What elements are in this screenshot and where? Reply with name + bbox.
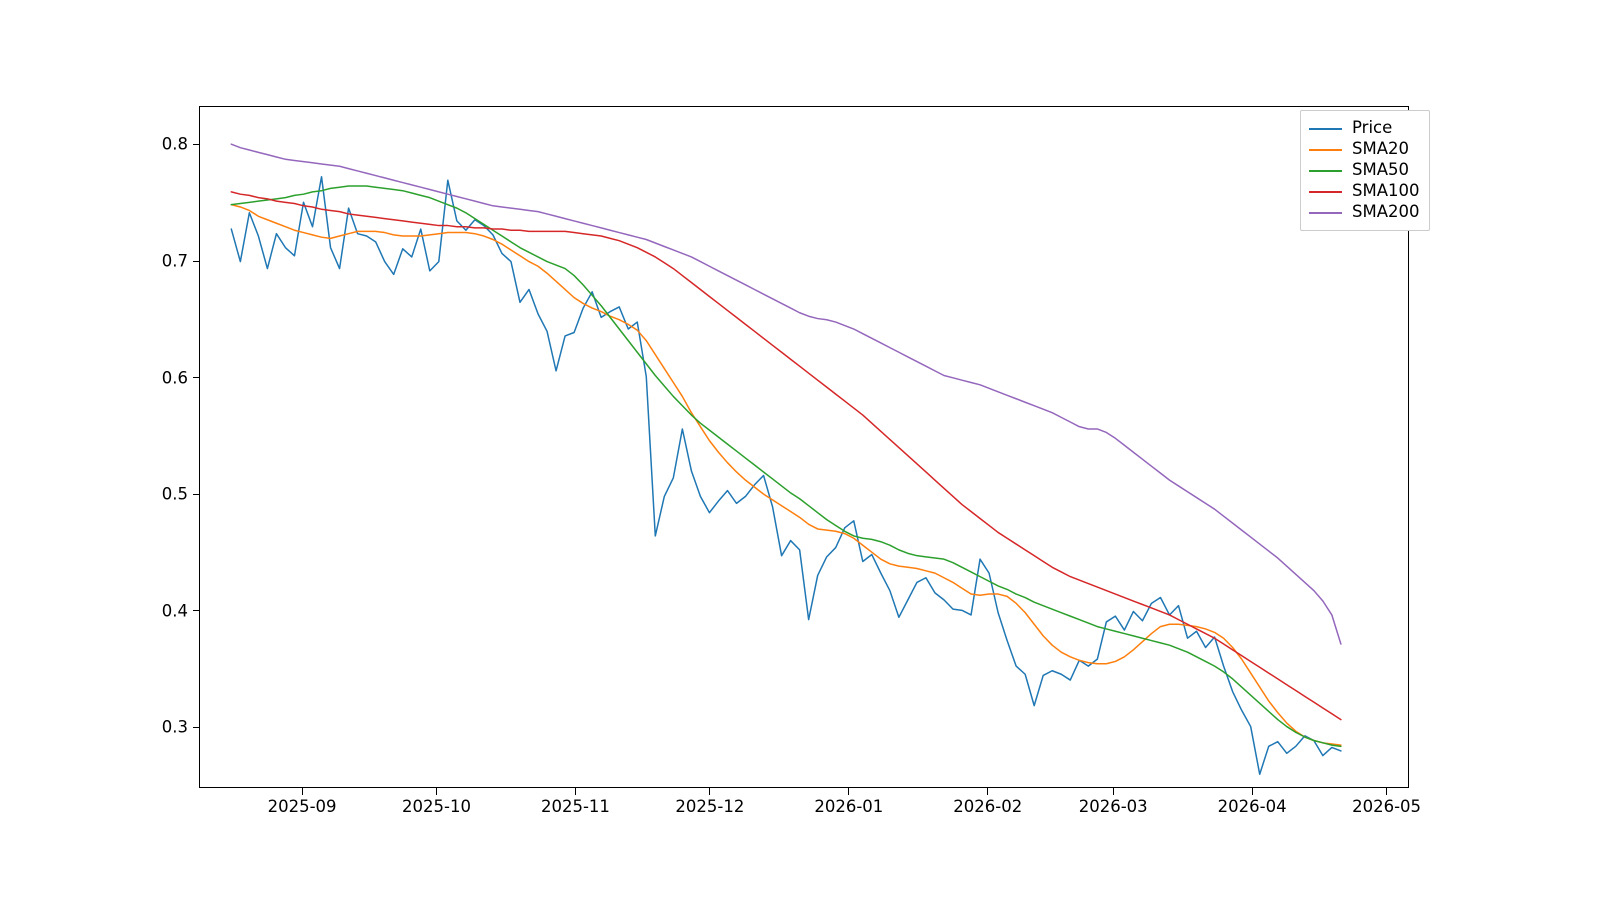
chart-legend: Price SMA20 SMA50 SMA100 SMA200 xyxy=(1300,110,1430,231)
plot-area xyxy=(199,106,1409,788)
x-axis-tick-label: 2026-03 xyxy=(1078,797,1148,816)
x-axis-tick-mark xyxy=(1386,788,1388,795)
series-line-sma20 xyxy=(231,205,1341,746)
legend-item-sma100[interactable]: SMA100 xyxy=(1309,181,1420,202)
legend-item-sma50[interactable]: SMA50 xyxy=(1309,160,1420,181)
legend-label: SMA20 xyxy=(1352,139,1409,159)
x-axis-tick-mark xyxy=(848,788,850,795)
x-axis-tick-label: 2026-04 xyxy=(1217,797,1287,816)
y-axis-tick-label: 0.4 xyxy=(161,601,188,621)
legend-swatch-sma20-icon xyxy=(1309,148,1342,151)
x-axis-tick-mark xyxy=(301,788,303,795)
legend-item-price[interactable]: Price xyxy=(1309,118,1420,139)
x-axis-tick-label: 2025-11 xyxy=(540,797,610,816)
y-axis-tick-mark xyxy=(192,143,199,146)
x-axis-tick-mark xyxy=(436,788,438,795)
x-axis-tick-mark xyxy=(574,788,577,795)
y-axis-tick-mark xyxy=(192,260,199,262)
y-axis-tick-label: 0.7 xyxy=(161,251,188,271)
x-axis-tick-mark xyxy=(709,788,711,795)
x-axis-tick-mark xyxy=(1112,788,1114,795)
y-axis-tick-label: 0.6 xyxy=(161,368,188,388)
series-line-sma200 xyxy=(231,144,1341,644)
y-axis-tick-label: 0.8 xyxy=(161,134,188,154)
legend-label: SMA50 xyxy=(1352,160,1409,180)
legend-label: SMA200 xyxy=(1352,202,1420,222)
y-axis-tick-mark xyxy=(192,493,199,495)
series-line-price xyxy=(231,177,1341,774)
y-axis-tick-mark xyxy=(192,377,199,379)
y-axis-tick-mark xyxy=(192,726,199,728)
y-axis-tick-label: 0.3 xyxy=(161,717,188,737)
legend-item-sma200[interactable]: SMA200 xyxy=(1309,202,1420,223)
legend-swatch-sma100-icon xyxy=(1309,190,1342,193)
plot-lines xyxy=(200,107,1408,787)
series-line-sma100 xyxy=(231,192,1341,720)
x-axis-tick-label: 2026-05 xyxy=(1352,797,1422,816)
legend-label: SMA100 xyxy=(1352,181,1420,201)
legend-item-sma20[interactable]: SMA20 xyxy=(1309,139,1420,160)
y-axis-tick-label: 0.5 xyxy=(161,484,188,504)
legend-label: Price xyxy=(1352,118,1393,138)
x-axis-tick-label: 2025-12 xyxy=(675,797,745,816)
series-line-sma50 xyxy=(231,186,1341,746)
x-axis-tick-label: 2025-10 xyxy=(402,797,471,816)
x-axis-tick-mark xyxy=(1251,788,1253,795)
x-axis-tick-mark xyxy=(987,788,989,795)
x-axis-tick-label: 2026-02 xyxy=(953,797,1023,816)
x-axis-tick-label: 2025-09 xyxy=(267,797,337,816)
legend-swatch-sma50-icon xyxy=(1309,169,1342,172)
legend-swatch-sma200-icon xyxy=(1309,211,1342,214)
y-axis-tick-mark xyxy=(192,610,199,612)
x-axis-tick-label: 2026-01 xyxy=(814,797,884,816)
legend-swatch-price-icon xyxy=(1309,127,1342,130)
